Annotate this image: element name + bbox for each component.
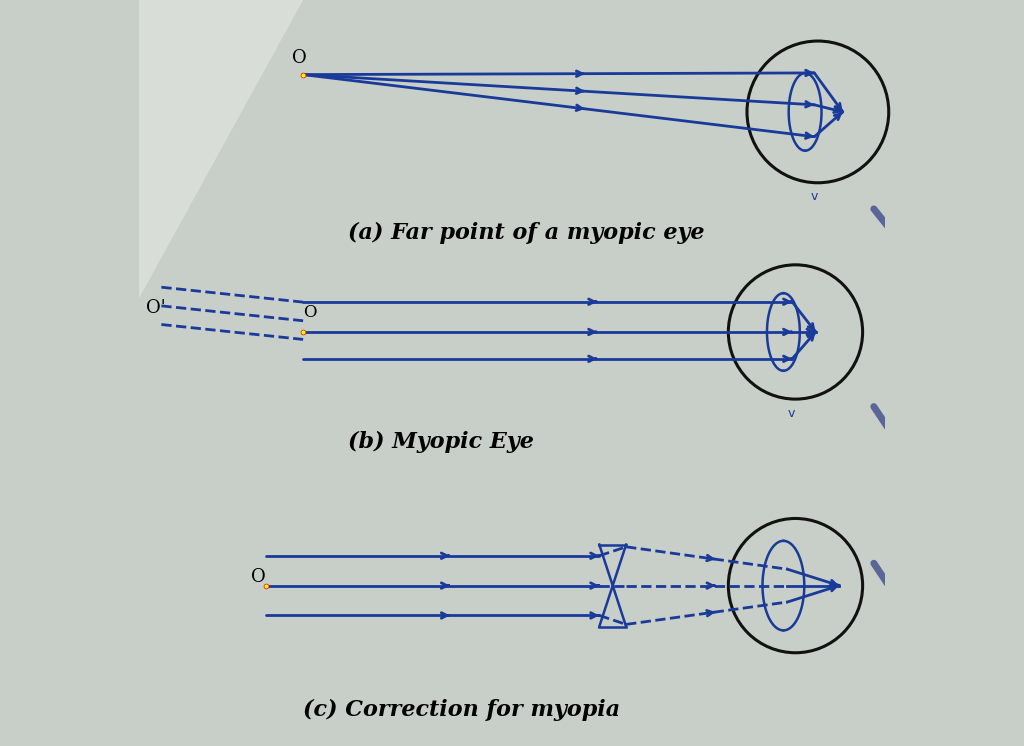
Text: O': O' [146,299,166,317]
Polygon shape [139,0,303,298]
Text: O: O [251,568,265,586]
Text: (c) Correction for myopia: (c) Correction for myopia [303,699,621,721]
Text: (b) Myopic Eye: (b) Myopic Eye [348,430,534,453]
Text: v: v [788,407,796,419]
Text: (a) Far point of a myopic eye: (a) Far point of a myopic eye [348,222,705,244]
Text: v: v [810,190,818,203]
Text: O: O [292,49,306,67]
Text: O: O [303,304,316,321]
